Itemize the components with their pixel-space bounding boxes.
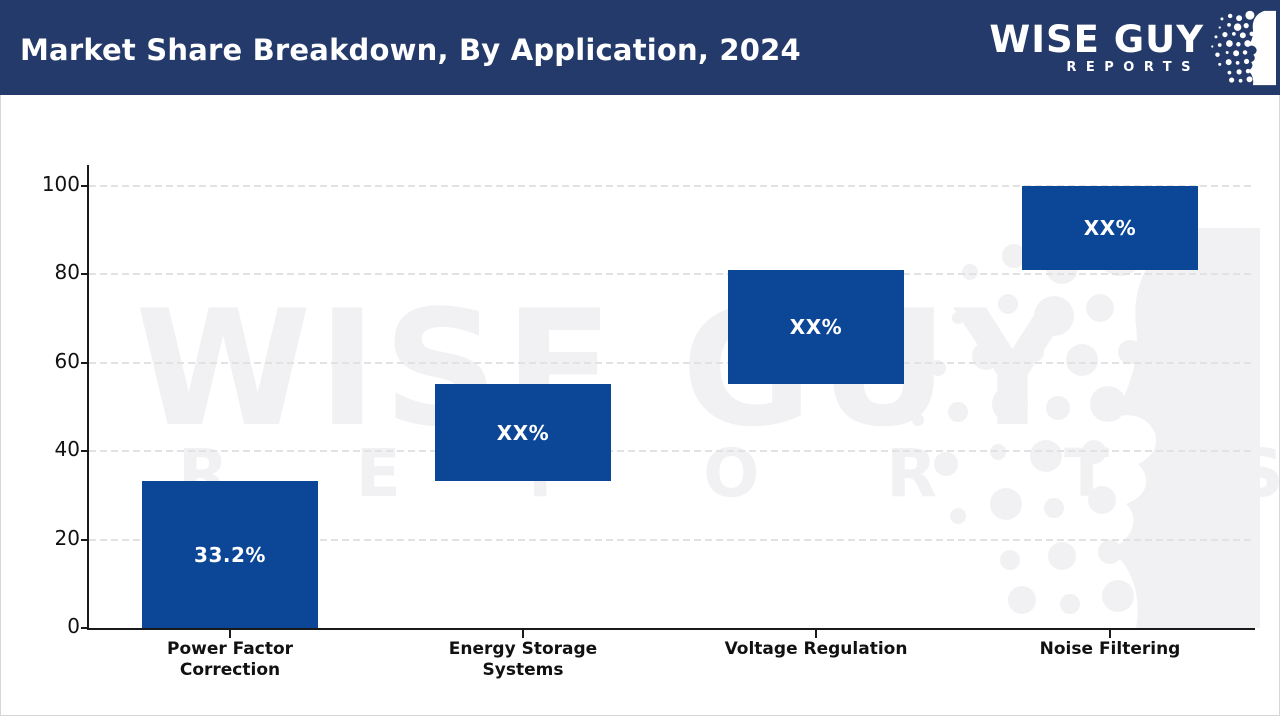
- x-tickmark-power-factor-correction: [229, 630, 231, 638]
- bar-power-factor-correction: 33.2%: [142, 481, 318, 628]
- wiseguy-logo: WISE GUY REPORTS: [989, 0, 1270, 95]
- x-tick-label-energy-storage-systems: Energy Storage Systems: [449, 639, 597, 681]
- logo-text-line2: REPORTS: [1066, 60, 1200, 75]
- page-title: Market Share Breakdown, By Application, …: [20, 33, 801, 67]
- y-tickmark-20: [81, 538, 89, 541]
- gridline-60: [89, 361, 1255, 364]
- y-tick-label-40: 40: [54, 437, 80, 462]
- y-tickmark-100: [81, 185, 89, 187]
- y-tickmark-80: [81, 273, 89, 276]
- y-axis: [87, 165, 89, 630]
- x-tick-label-voltage-regulation: Voltage Regulation: [725, 639, 908, 660]
- logo-text-line1: WISE GUY: [989, 18, 1204, 61]
- wiseguy-face-icon: [1194, 6, 1276, 90]
- x-tick-label-noise-filtering: Noise Filtering: [1040, 639, 1181, 660]
- gridline-80: [89, 273, 1255, 276]
- x-tick-label-line: Systems: [482, 660, 564, 680]
- gridline-100: [89, 185, 1255, 187]
- gridline-20: [89, 538, 1255, 541]
- bar-label-power-factor-correction: 33.2%: [194, 542, 266, 567]
- y-tick-label-80: 80: [54, 260, 80, 285]
- x-tick-label-line: Correction: [179, 660, 281, 680]
- y-tick-label-100: 100: [41, 172, 80, 196]
- y-tick-label-20: 20: [54, 525, 80, 550]
- x-tick-label-line: Noise Filtering: [1039, 639, 1181, 659]
- x-tickmark-energy-storage-systems: [522, 630, 524, 638]
- x-tick-label-line: Voltage Regulation: [724, 639, 908, 659]
- x-tick-label-line: Power Factor: [166, 639, 294, 659]
- y-tickmark-40: [81, 450, 89, 453]
- y-tick-label-0: 0: [67, 614, 80, 638]
- x-tickmark-voltage-regulation: [815, 630, 817, 638]
- x-tick-label-power-factor-correction: Power Factor Correction: [167, 639, 293, 681]
- bar-noise-filtering: XX%: [1022, 186, 1198, 271]
- y-tickmark-0: [81, 627, 89, 629]
- header: Market Share Breakdown, By Application, …: [0, 0, 1280, 95]
- bar-label-noise-filtering: XX%: [1083, 216, 1137, 241]
- bar-label-energy-storage-systems: XX%: [496, 420, 550, 445]
- bar-label-voltage-regulation: XX%: [789, 315, 843, 340]
- y-tickmark-60: [81, 361, 89, 364]
- x-tickmark-noise-filtering: [1109, 630, 1111, 638]
- gridline-40: [89, 450, 1255, 453]
- bar-energy-storage-systems: XX%: [435, 384, 611, 482]
- x-axis: [87, 628, 1255, 630]
- bar-voltage-regulation: XX%: [728, 270, 904, 385]
- y-tick-label-60: 60: [54, 348, 80, 373]
- x-tick-label-line: Energy Storage: [448, 639, 598, 659]
